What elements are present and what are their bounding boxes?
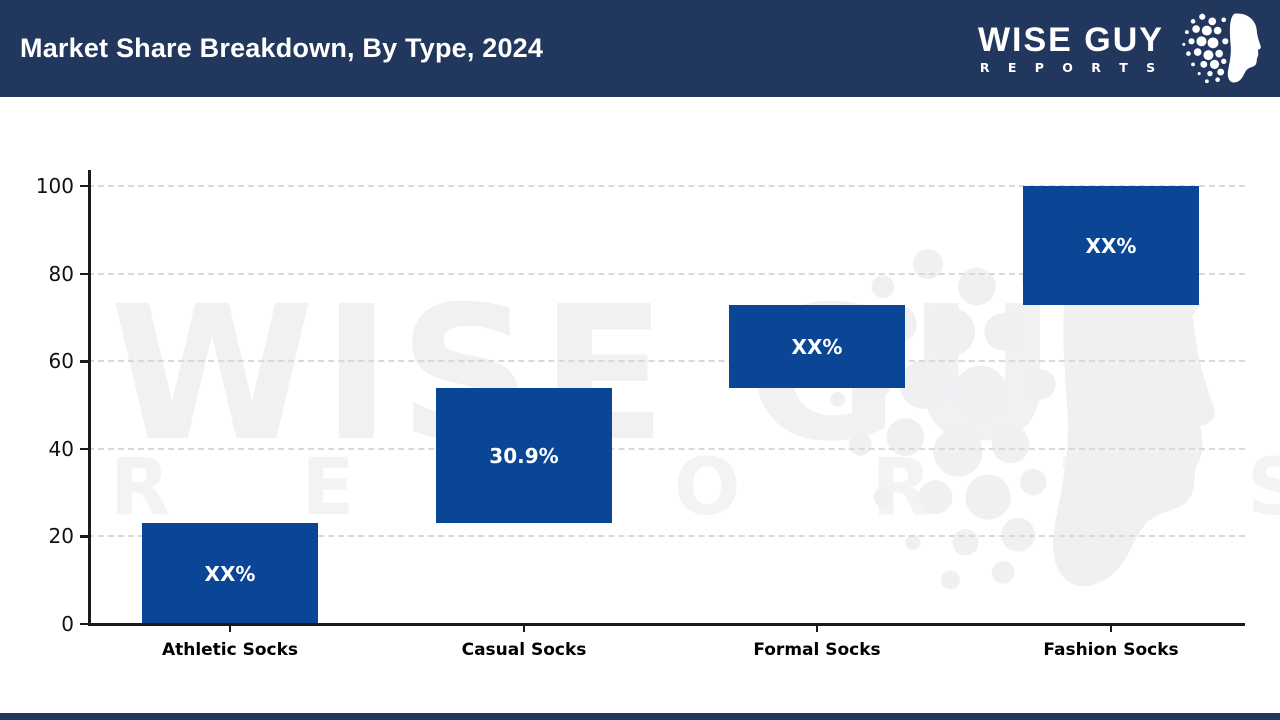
gridline — [88, 535, 1245, 538]
category-label: Casual Socks — [461, 640, 587, 660]
x-tick-mark — [1109, 624, 1113, 632]
market-share-bar: XX% — [142, 523, 318, 624]
watermark-wordmark: WISE GUY — [110, 266, 1207, 482]
logo-face-icon — [1182, 12, 1261, 83]
footer-bar — [0, 713, 1280, 720]
x-tick-mark — [815, 624, 819, 632]
market-share-bar: 30.9% — [436, 387, 612, 524]
watermark-subtext: R E P O R T S — [110, 443, 1280, 534]
x-tick-mark — [228, 624, 232, 632]
y-tick-mark — [80, 623, 88, 626]
gridline — [88, 185, 1245, 187]
gridline — [88, 272, 1245, 275]
bar-value-label: XX% — [1085, 233, 1137, 258]
category-label: Fashion Socks — [1043, 640, 1179, 660]
gridline — [88, 360, 1245, 363]
watermark: WISE GUY R E P O R T S — [110, 266, 1280, 534]
y-tick-mark — [80, 185, 88, 188]
bar-value-label: XX% — [791, 334, 843, 359]
y-tick-label: 60 — [48, 349, 74, 374]
wise-guy-logo: WISE GUY R E P O R T S — [978, 7, 1266, 91]
logo-text: WISE GUY R E P O R T S — [978, 23, 1164, 75]
category-label: Athletic Socks — [161, 640, 299, 660]
header-bar: Market Share Breakdown, By Type, 2024 WI… — [0, 0, 1280, 97]
logo-wordmark: WISE GUY — [977, 20, 1164, 59]
y-tick-label: 0 — [61, 612, 74, 636]
market-share-bar: XX% — [1023, 186, 1199, 306]
category-label: Formal Socks — [753, 640, 881, 660]
x-axis-line — [88, 623, 1245, 626]
page-title: Market Share Breakdown, By Type, 2024 — [20, 33, 544, 63]
bar-value-label: XX% — [204, 561, 256, 586]
y-tick-mark — [80, 272, 88, 275]
y-tick-label: 100 — [35, 174, 74, 198]
y-tick-label: 40 — [48, 436, 74, 461]
y-tick-label: 80 — [48, 261, 74, 286]
bar-value-label: 30.9% — [489, 443, 559, 468]
x-tick-mark — [522, 624, 526, 632]
y-tick-mark — [80, 360, 88, 363]
chart-area: WISE GUY R E P O R T S 0 20 40 60 80 100 XX% 30… — [0, 97, 1280, 713]
logo-subtext: R E P O R T S — [979, 59, 1163, 75]
y-tick-mark — [80, 535, 88, 538]
y-tick-mark — [80, 447, 88, 451]
gridline — [88, 447, 1245, 450]
market-share-bar: XX% — [729, 305, 905, 388]
y-axis-line — [88, 170, 91, 626]
y-tick-label: 20 — [48, 524, 74, 549]
